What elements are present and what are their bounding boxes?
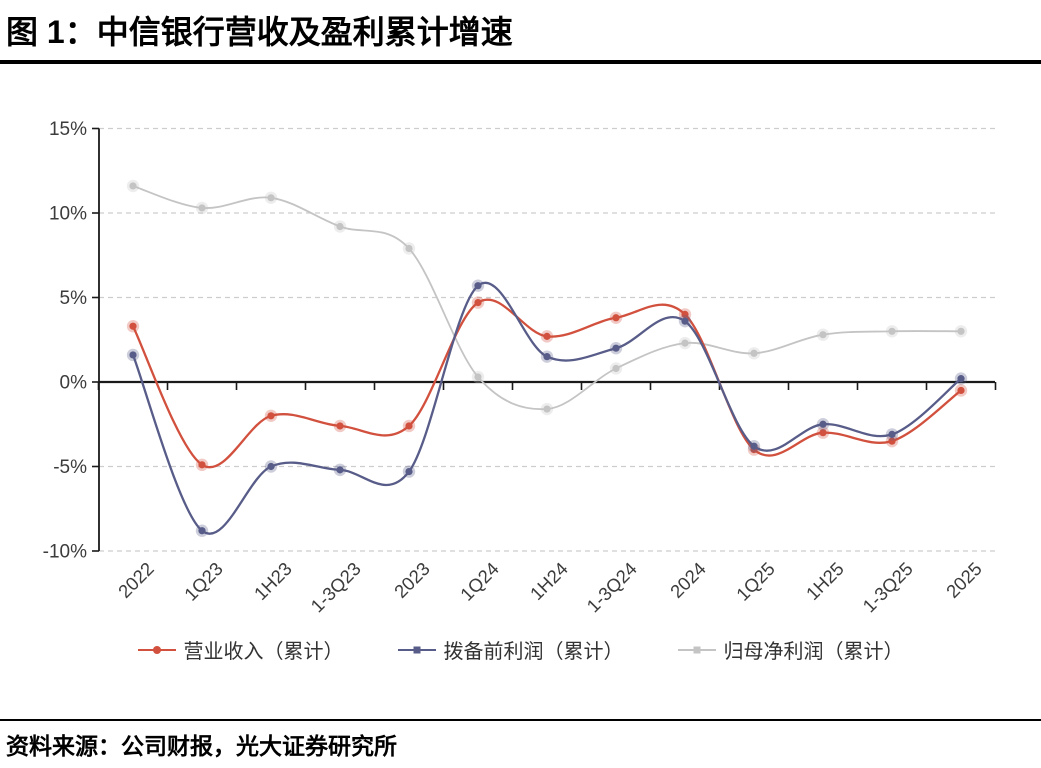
svg-text:1Q23: 1Q23: [180, 557, 227, 604]
chart-series: [126, 179, 968, 537]
svg-text:1-3Q24: 1-3Q24: [582, 557, 640, 615]
legend-item-revenue: 营业收入（累计）: [137, 635, 344, 664]
svg-text:10%: 10%: [49, 203, 87, 224]
ppop-series-marker-icon: [397, 644, 436, 656]
svg-text:2022: 2022: [114, 557, 158, 601]
svg-text:0%: 0%: [60, 372, 88, 393]
figure-title: 图 1：中信银行营收及盈利累计增速: [6, 14, 513, 50]
svg-text:-5%: -5%: [53, 457, 87, 478]
title-divider: [0, 60, 1041, 64]
legend-item-net-profit: 归母净利润（累计）: [677, 635, 904, 664]
legend-label-net-profit: 归母净利润（累计）: [723, 641, 904, 663]
svg-text:1-3Q25: 1-3Q25: [858, 557, 916, 615]
svg-text:1-3Q23: 1-3Q23: [306, 557, 364, 615]
svg-text:1H24: 1H24: [526, 557, 572, 603]
chart-legend: 营业收入（累计） 拨备前利润（累计） 归母净利润（累计）: [0, 635, 1041, 665]
chart-axis-labels: 15% 10% 5% 0% -5% -10% 2022 1Q23 1H23 1-3Q23 2023 1…: [43, 119, 986, 616]
svg-text:5%: 5%: [60, 288, 88, 309]
svg-text:2024: 2024: [666, 557, 710, 601]
legend-item-ppop: 拨备前利润（累计）: [397, 635, 624, 664]
svg-text:1Q24: 1Q24: [456, 557, 503, 604]
svg-text:1H25: 1H25: [802, 557, 848, 603]
net-profit-series-marker-icon: [677, 644, 716, 656]
svg-text:2025: 2025: [942, 557, 986, 601]
svg-text:1H23: 1H23: [250, 557, 296, 603]
source-divider: [0, 718, 1041, 721]
svg-text:1Q25: 1Q25: [732, 557, 779, 604]
revenue-series-marker-icon: [137, 644, 176, 656]
chart-axes: [92, 127, 997, 552]
svg-text:15%: 15%: [49, 119, 87, 140]
growth-line-chart: 15% 10% 5% 0% -5% -10% 2022 1Q23 1H23 1-3Q23 2023 1…: [43, 119, 997, 616]
data-source-note: 资料来源：公司财报，光大证券研究所: [6, 733, 397, 759]
svg-text:-10%: -10%: [43, 541, 87, 562]
svg-text:2023: 2023: [390, 557, 434, 601]
legend-label-ppop: 拨备前利润（累计）: [443, 641, 624, 663]
legend-label-revenue: 营业收入（累计）: [183, 641, 344, 663]
